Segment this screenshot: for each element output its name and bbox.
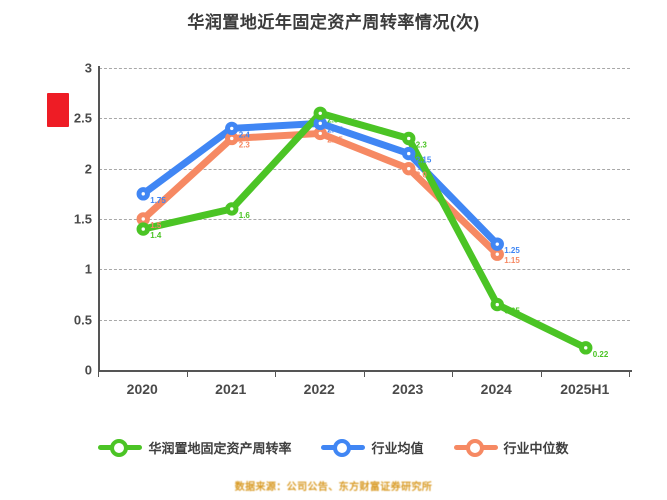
x-axis-tick-mark	[452, 371, 453, 377]
data-point-label: 1.4	[150, 231, 162, 240]
x-axis-tick-label: 2024	[480, 381, 512, 397]
data-point-label: 0.65	[504, 307, 520, 316]
x-axis-tick-label: 2020	[126, 381, 158, 397]
data-point-marker	[225, 121, 239, 136]
data-point-marker	[313, 126, 327, 141]
data-point-marker	[225, 131, 239, 146]
data-point-marker	[313, 106, 327, 121]
y-axis-tick-label: 1	[84, 261, 92, 277]
data-point-label: 2.0	[416, 171, 428, 180]
y-axis-tick-label: 2.5	[73, 110, 92, 126]
x-axis-line	[98, 370, 632, 372]
data-point-marker	[402, 146, 416, 161]
x-axis-tick-mark	[540, 371, 542, 377]
data-point-label: 2.4	[239, 130, 251, 139]
data-point-label: 1.75	[150, 196, 166, 205]
data-point-label: 2.35	[327, 135, 343, 144]
x-axis-tick-labels: 2020 2021 2022 2023 2024 2025H1	[98, 381, 632, 405]
data-point-marker	[490, 297, 504, 312]
x-axis-tick-label: 2021	[215, 381, 247, 397]
data-point-marker	[402, 131, 416, 146]
legend-label: 华润置地固定资产周转率	[148, 440, 292, 456]
y-axis-tick-label: 1.5	[73, 211, 92, 227]
y-axis-tick-label: 0	[84, 362, 92, 378]
y-axis-tick-label: 2	[84, 161, 92, 177]
data-point-marker	[136, 222, 150, 236]
y-axis-tick-label: 0.5	[73, 312, 92, 328]
chart-legend: 华润置地固定资产周转率 行业均值 行业中位数	[0, 432, 667, 462]
y-axis-red-highlight-marker	[47, 93, 69, 127]
data-point-label: 2.3	[416, 140, 428, 149]
x-axis-tick-mark	[629, 371, 630, 377]
legend-item-1[interactable]: 行业均值	[321, 437, 424, 457]
chart-title: 华润置地近年固定资产周转率情况(次)	[187, 13, 480, 32]
data-point-label: 2.3	[239, 140, 251, 149]
data-point-marker	[225, 202, 239, 216]
data-point-marker	[313, 116, 327, 131]
legend-label: 行业均值	[371, 440, 424, 456]
data-point-marker	[136, 212, 150, 226]
series-line-1	[139, 119, 501, 248]
legend-marker-icon	[321, 437, 366, 457]
data-point-label: 1.6	[239, 211, 251, 220]
gridline	[99, 68, 630, 69]
gridline	[99, 118, 630, 120]
data-point-label: 1.25	[504, 246, 520, 255]
x-axis-tick-mark	[186, 371, 188, 377]
x-axis-tick-mark	[275, 371, 276, 377]
gridline	[99, 269, 630, 271]
x-axis-tick-marks	[98, 371, 632, 379]
data-point-marker	[490, 247, 504, 261]
legend-marker-icon	[453, 437, 498, 457]
data-point-label: 1.15	[504, 256, 520, 265]
data-point-label: 2.45	[327, 125, 343, 134]
legend-item-0[interactable]: 华润置地固定资产周转率	[98, 437, 291, 457]
source-watermark: 数据来源：公司公告、东方财富证券研究所	[234, 482, 433, 493]
y-axis-tick-label: 3	[84, 60, 92, 76]
data-point-label: 2.55	[327, 115, 343, 124]
data-point-marker	[490, 237, 504, 251]
data-point-marker	[579, 341, 593, 355]
x-axis-tick-label: 2025H1	[560, 381, 610, 397]
data-point-label: 2.15	[416, 156, 432, 165]
legend-marker-icon	[98, 437, 143, 457]
data-point-label: 0.22	[593, 350, 609, 359]
data-point-label: 1.5	[150, 221, 162, 230]
gridline	[99, 168, 630, 170]
gridline	[99, 219, 630, 220]
x-axis-tick-label: 2023	[392, 381, 424, 397]
x-axis-tick-mark	[363, 371, 365, 377]
legend-item-2[interactable]: 行业中位数	[453, 437, 569, 457]
gridline	[99, 319, 630, 321]
x-axis-tick-mark	[98, 371, 99, 377]
data-point-marker	[402, 161, 416, 176]
x-axis-tick-label: 2022	[303, 381, 335, 397]
series-line-0	[139, 109, 590, 352]
data-point-marker	[136, 187, 150, 201]
legend-label: 行业中位数	[503, 440, 569, 456]
y-axis-tick-labels: 0 0.5 1 1.5 2 2.5 3	[44, 61, 92, 378]
y-axis-line	[98, 66, 100, 372]
